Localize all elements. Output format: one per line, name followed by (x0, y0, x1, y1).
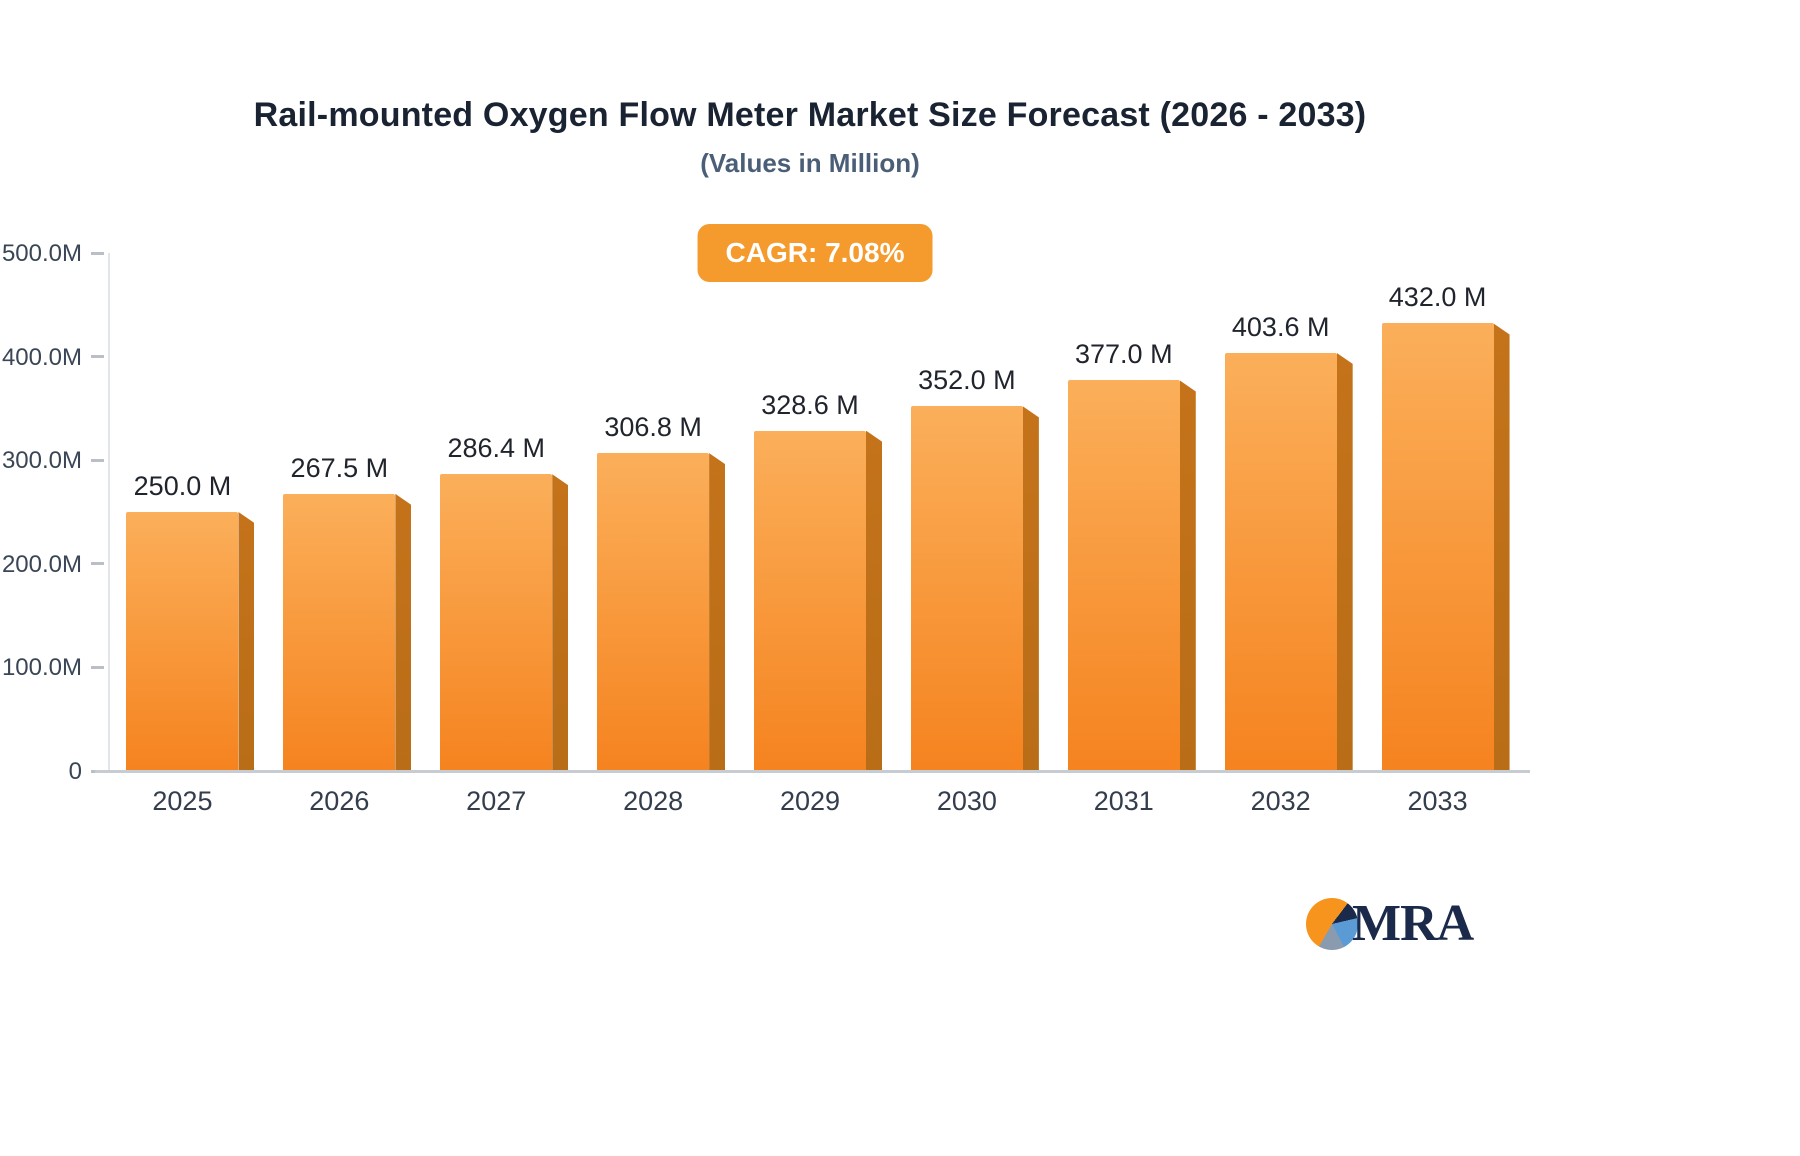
bar-front-face (597, 453, 710, 771)
mra-logo-text: MRA (1352, 895, 1474, 952)
bar-value-label: 250.0 M (133, 471, 232, 501)
bar-value-label: 352.0 M (918, 365, 1016, 396)
bar-side-face (552, 474, 569, 771)
bar-value-label: 286.4 M (447, 433, 545, 464)
bar-side-face (395, 493, 412, 771)
y-axis-tick-label: 100.0M (1, 654, 82, 682)
bar-front-face (910, 406, 1023, 771)
bar-side-face (1336, 352, 1353, 771)
bar-group: 306.8 M 2028 (583, 253, 740, 816)
bar-side-face (709, 453, 726, 771)
y-axis-tick-mark (91, 665, 104, 669)
bar-group: 403.6 M 2032 (1210, 253, 1367, 816)
x-axis-label: 2027 (466, 786, 527, 816)
x-axis-label: 2028 (623, 786, 684, 816)
bar-group: 432.0 M 2033 (1367, 253, 1524, 816)
bar: 432.0 M (1381, 282, 1510, 771)
x-axis-label: 2030 (936, 786, 997, 816)
x-axis-label: 2031 (1093, 786, 1154, 816)
chart-title: Rail-mounted Oxygen Flow Meter Market Si… (253, 96, 1367, 134)
bar-group: 286.4 M 2027 (426, 253, 583, 816)
y-axis-tick-mark (91, 458, 104, 462)
bar: 328.6 M (754, 390, 882, 771)
x-axis-label: 2029 (779, 786, 841, 816)
x-axis-label: 2026 (309, 786, 370, 816)
bar-value-label: 328.6 M (761, 389, 859, 420)
bar-value-label: 377.0 M (1075, 339, 1173, 370)
bar-group: 352.0 M 2030 (896, 253, 1053, 816)
bar-value-label: 267.5 M (290, 452, 389, 483)
bar-value-label: 306.8 M (604, 412, 702, 443)
chart-subtitle: (Values in Million) (700, 148, 920, 178)
y-axis-tick-label: 300.0M (1, 447, 82, 475)
bar-group: 328.6 M 2029 (740, 253, 897, 816)
x-axis-baseline (95, 770, 1530, 773)
bar-value-label: 403.6 M (1231, 311, 1330, 342)
x-axis-label: 2032 (1250, 786, 1311, 816)
bar-value-label: 432.0 M (1388, 282, 1487, 313)
bar-front-face (754, 430, 866, 771)
bar-front-face (440, 474, 553, 771)
y-axis-tick-mark (91, 355, 104, 359)
y-axis-tick-label: 500.0M (1, 240, 82, 267)
bar-side-face (866, 430, 882, 771)
x-axis-label: 2033 (1407, 786, 1468, 816)
bar-front-face (1381, 323, 1494, 771)
y-axis-tick-label: 400.0M (1, 343, 82, 371)
bar: 403.6 M (1224, 312, 1353, 771)
plot-area: 250.0 M 2025 267.5 M 2026 286.4 M 2027 306.8 M… (112, 253, 1524, 816)
y-axis-tick-mark (91, 562, 104, 566)
x-axis-label: 2025 (152, 786, 213, 816)
bar: 377.0 M (1067, 339, 1196, 771)
bar-group: 250.0 M 2025 (112, 253, 269, 816)
y-axis-tick-mark (91, 251, 104, 255)
bar-front-face (1224, 352, 1337, 771)
y-axis-tick-label: 0 (68, 758, 82, 785)
bar: 352.0 M (910, 365, 1039, 771)
bar-front-face (283, 493, 396, 771)
mra-logo: MRA (1306, 895, 1474, 952)
bar-side-face (238, 512, 255, 771)
bar-side-face (1179, 380, 1196, 771)
bar-side-face (1022, 406, 1039, 771)
bar-group: 267.5 M 2026 (269, 253, 426, 816)
bar-front-face (1067, 380, 1180, 771)
bar: 250.0 M (126, 471, 255, 771)
bar: 286.4 M (440, 433, 569, 771)
bar: 306.8 M (597, 412, 726, 771)
bar: 267.5 M (283, 453, 412, 771)
bar-group: 377.0 M 2031 (1053, 253, 1210, 816)
y-axis-line (108, 253, 110, 771)
bar-front-face (126, 512, 239, 771)
mra-logo-pie-icon (1306, 898, 1358, 950)
bar-side-face (1493, 323, 1510, 771)
cagr-badge: CAGR: 7.08% (697, 224, 933, 282)
y-axis-tick-label: 200.0M (1, 550, 82, 578)
